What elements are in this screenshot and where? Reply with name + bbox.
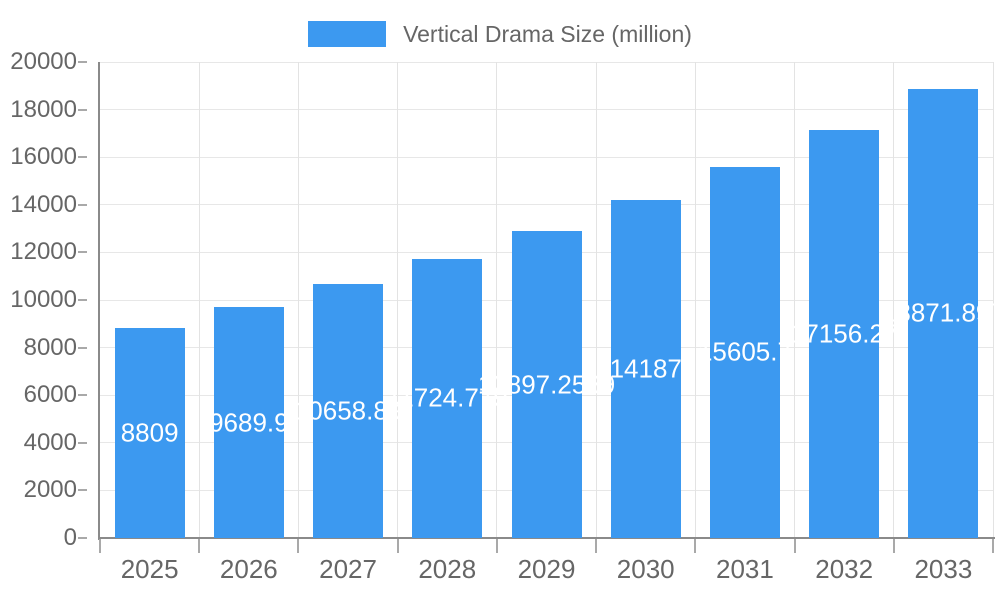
y-axis-tick: [78, 299, 87, 301]
legend-swatch: [308, 21, 387, 47]
y-gridline: [100, 204, 993, 206]
x-axis-line: [98, 537, 995, 539]
y-axis-tick-label: 14000: [10, 190, 77, 218]
y-axis-line: [98, 62, 100, 540]
x-gridline: [595, 62, 597, 538]
x-axis-tick-label: 2033: [914, 554, 973, 584]
x-axis-tick: [793, 539, 796, 553]
x-gridline: [893, 62, 895, 538]
bar-2028[interactable]: [412, 258, 483, 538]
y-axis-tick: [78, 441, 87, 444]
x-axis-tick-label: 2031: [716, 554, 774, 584]
y-axis-tick: [78, 203, 87, 206]
bar-2033[interactable]: [908, 88, 979, 538]
x-gridline: [794, 62, 796, 538]
x-axis-tick-label: 2025: [120, 554, 179, 584]
bar-2029[interactable]: [511, 231, 582, 538]
y-gridline: [100, 61, 993, 63]
y-axis-tick: [78, 489, 87, 492]
x-gridline: [198, 62, 200, 538]
x-gridline: [397, 62, 399, 538]
x-axis-tick-label: 2026: [219, 554, 278, 584]
x-axis-tick-label: 2027: [319, 554, 377, 584]
x-axis-tick: [198, 539, 201, 553]
bar-2032[interactable]: [809, 129, 880, 538]
y-axis-tick: [78, 394, 87, 397]
x-axis-tick: [892, 539, 895, 553]
y-axis-tick-label: 20000: [10, 48, 77, 75]
x-axis-tick-label: 2032: [815, 554, 874, 584]
y-axis-tick-label: 6000: [23, 381, 77, 409]
x-axis-tick: [297, 539, 300, 553]
y-axis-tick: [78, 346, 87, 349]
bar-2031[interactable]: [709, 166, 780, 538]
x-axis-tick: [694, 539, 697, 553]
x-axis-tick: [595, 539, 598, 553]
bar-2026[interactable]: [213, 307, 284, 538]
y-axis-tick: [78, 537, 87, 539]
legend-label: Vertical Drama Size (million): [403, 21, 692, 47]
y-gridline: [100, 109, 993, 111]
x-gridline: [496, 62, 498, 538]
x-axis-tick: [992, 539, 994, 553]
legend-item[interactable]: Vertical Drama Size (million): [0, 19, 1000, 49]
y-axis-tick-label: 10000: [10, 286, 77, 313]
y-axis-tick-label: 16000: [10, 143, 77, 171]
y-axis-tick: [78, 61, 87, 63]
x-axis-tick-label: 2028: [418, 554, 477, 584]
x-gridline: [297, 62, 299, 538]
y-gridline: [100, 156, 993, 158]
x-axis-tick: [396, 539, 399, 553]
bar-2030[interactable]: [610, 200, 681, 538]
y-axis-tick: [78, 251, 87, 254]
y-axis-tick-label: 12000: [10, 238, 77, 266]
y-axis-tick: [78, 108, 87, 111]
plot-area: 0 2000 4000 6000 8000 10000 12000 14000 16000 180…: [10, 49, 1000, 584]
bar-2025[interactable]: [114, 328, 185, 538]
x-axis-tick: [495, 539, 498, 553]
y-axis-tick-label: 0: [63, 524, 77, 551]
y-axis-tick: [78, 156, 87, 159]
x-gridline: [992, 62, 994, 538]
x-gridline: [694, 62, 696, 538]
x-axis-tick-label: 2029: [517, 554, 576, 584]
y-axis-tick-label: 4000: [23, 428, 77, 456]
y-axis-tick-label: 2000: [23, 476, 77, 504]
y-axis-tick-label: 8000: [23, 333, 77, 361]
x-axis-tick: [99, 539, 101, 553]
y-axis-tick-label: 18000: [10, 95, 77, 123]
bar-2027[interactable]: [313, 284, 384, 538]
x-axis-tick-label: 2030: [616, 554, 675, 584]
